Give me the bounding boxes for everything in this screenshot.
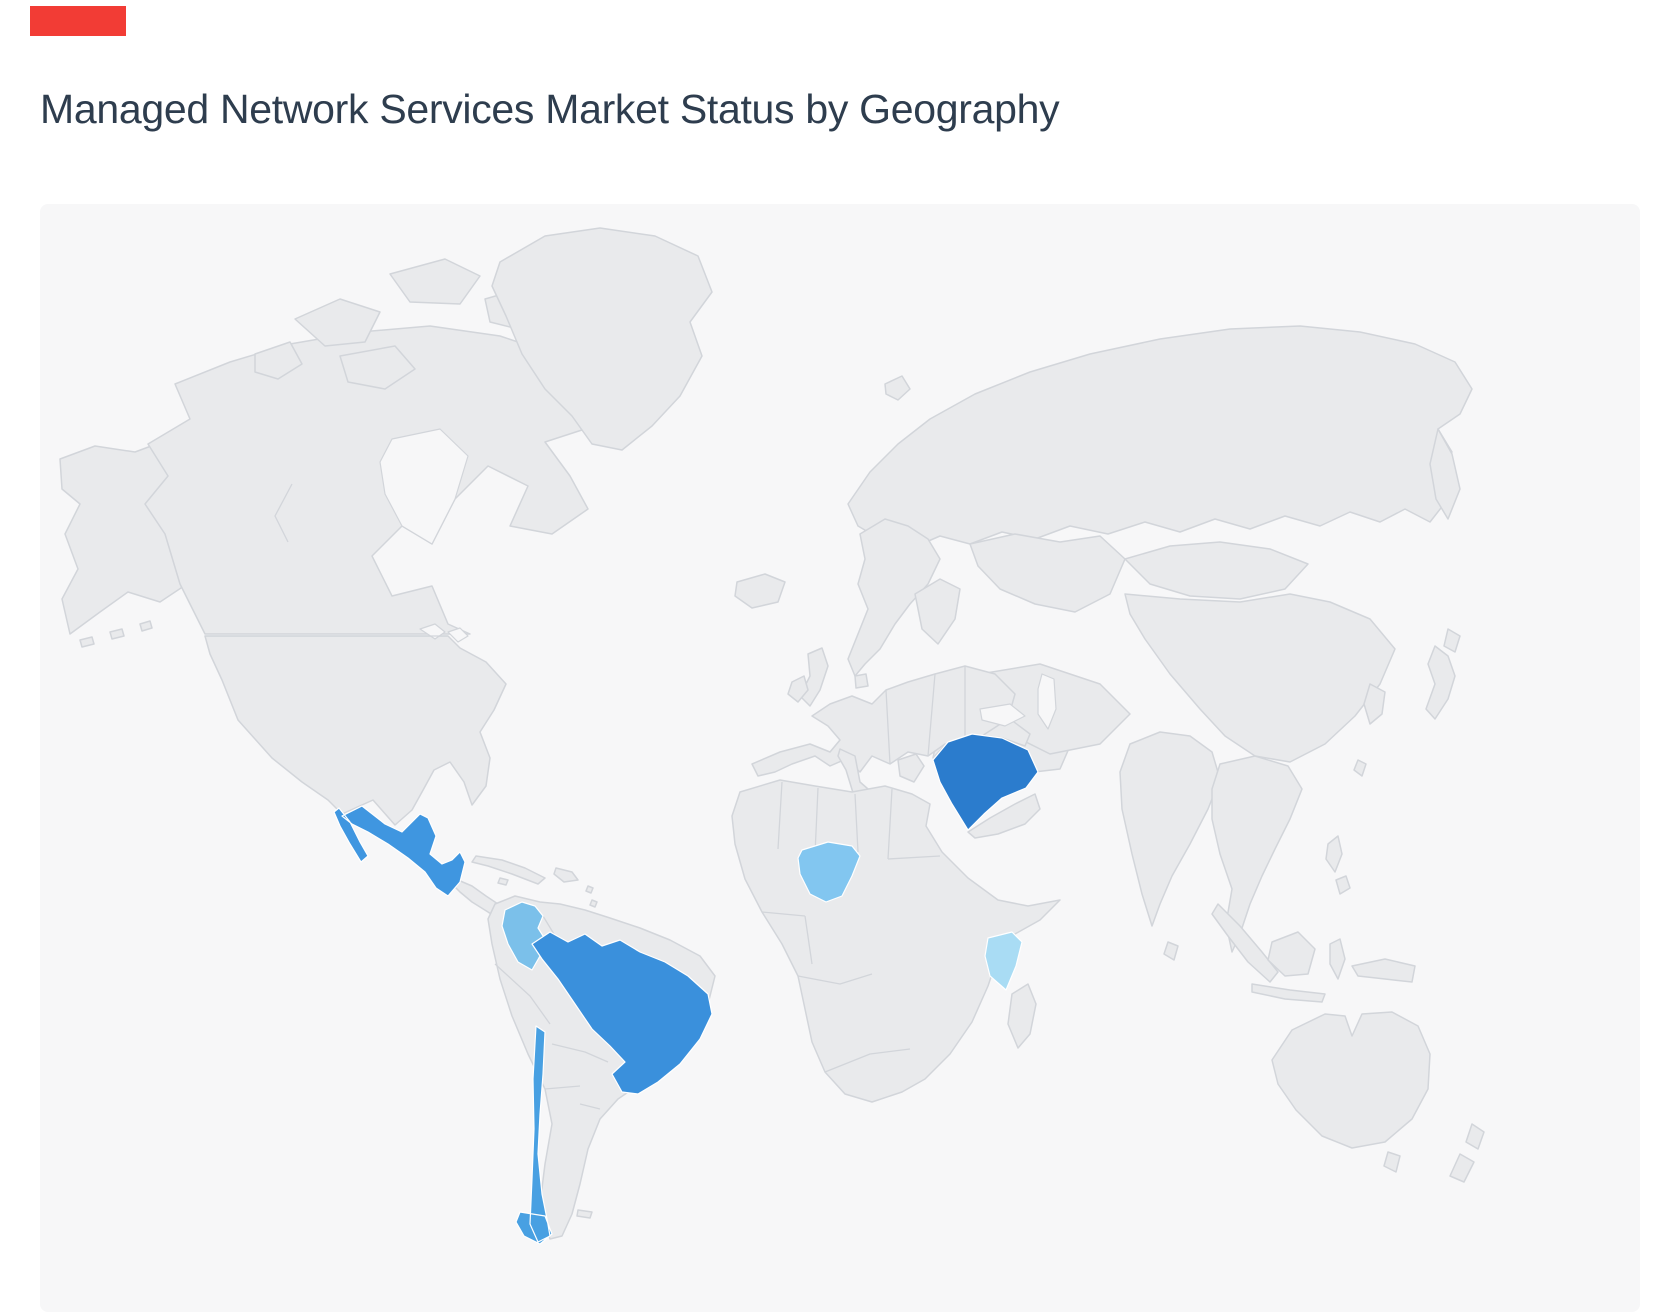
landmass-layer xyxy=(59,227,1485,1240)
country-nigeria[interactable] xyxy=(797,841,861,903)
region-hokkaido xyxy=(1443,628,1461,653)
region-sumatra xyxy=(1211,903,1279,983)
country-chile[interactable] xyxy=(515,1025,553,1245)
country-mexico[interactable] xyxy=(333,805,466,897)
region-taiwan xyxy=(1353,759,1367,777)
region-scandinavia xyxy=(847,518,941,677)
region-finland xyxy=(914,578,961,645)
region-greenland xyxy=(491,227,713,451)
region-kamchatka xyxy=(1429,428,1461,520)
region-greece xyxy=(897,753,925,783)
region-java xyxy=(1251,983,1326,1003)
region-central-asia xyxy=(969,533,1126,613)
region-antilles xyxy=(585,885,598,908)
region-se-asia xyxy=(1211,755,1303,953)
region-new-zealand-south xyxy=(1449,1153,1475,1183)
border-lines-layer xyxy=(205,483,966,1110)
black-sea xyxy=(979,703,1026,727)
region-arctic-island-1 xyxy=(294,298,381,347)
world-choropleth-map xyxy=(59,227,1485,1245)
border-lines-africa xyxy=(761,781,941,1073)
region-canada xyxy=(144,325,601,635)
border-lines-europe xyxy=(829,666,966,765)
region-ireland xyxy=(787,675,809,703)
region-denmark xyxy=(854,673,869,689)
region-jamaica xyxy=(497,877,509,886)
border-lines-north-america xyxy=(205,483,448,637)
caspian-sea xyxy=(1037,673,1057,730)
region-korea xyxy=(1363,683,1386,725)
logo-placeholder-badge xyxy=(30,6,126,36)
map-panel xyxy=(40,204,1640,1312)
country-brazil[interactable] xyxy=(531,931,713,1095)
chart-title: Managed Network Services Market Status b… xyxy=(40,86,1060,132)
region-hispaniola xyxy=(553,867,579,883)
region-usa xyxy=(204,635,507,826)
border-lines-south-america xyxy=(494,915,609,1110)
region-aleutians xyxy=(79,620,153,648)
water-layer xyxy=(379,428,1057,730)
region-falklands xyxy=(576,1209,593,1219)
region-china xyxy=(1124,593,1396,763)
region-new-zealand-north xyxy=(1465,1123,1485,1150)
region-tasmania xyxy=(1383,1151,1401,1173)
region-svalbard xyxy=(884,375,911,401)
region-philippines xyxy=(1325,835,1343,873)
hudson-bay xyxy=(379,428,469,545)
region-russia xyxy=(847,325,1473,550)
region-japan xyxy=(1425,645,1456,720)
region-sri-lanka xyxy=(1163,941,1179,961)
region-mongolia xyxy=(1124,541,1309,600)
country-saudi-arabia[interactable] xyxy=(932,733,1039,831)
region-borneo xyxy=(1267,931,1316,977)
region-arctic-island-3 xyxy=(339,345,416,390)
region-madagascar xyxy=(1007,983,1037,1049)
region-india xyxy=(1119,731,1221,927)
region-yemen-oman xyxy=(967,793,1041,839)
country-kenya[interactable] xyxy=(984,931,1023,991)
region-philippines-south xyxy=(1335,875,1351,895)
region-australia xyxy=(1271,1011,1431,1149)
region-iceland xyxy=(734,573,786,609)
region-arctic-island-2 xyxy=(389,258,481,305)
region-cuba xyxy=(471,855,546,885)
region-new-guinea xyxy=(1351,958,1416,983)
highlighted-countries-layer xyxy=(333,733,1039,1245)
region-sulawesi xyxy=(1329,938,1346,980)
region-arctic-island-5 xyxy=(254,341,303,380)
